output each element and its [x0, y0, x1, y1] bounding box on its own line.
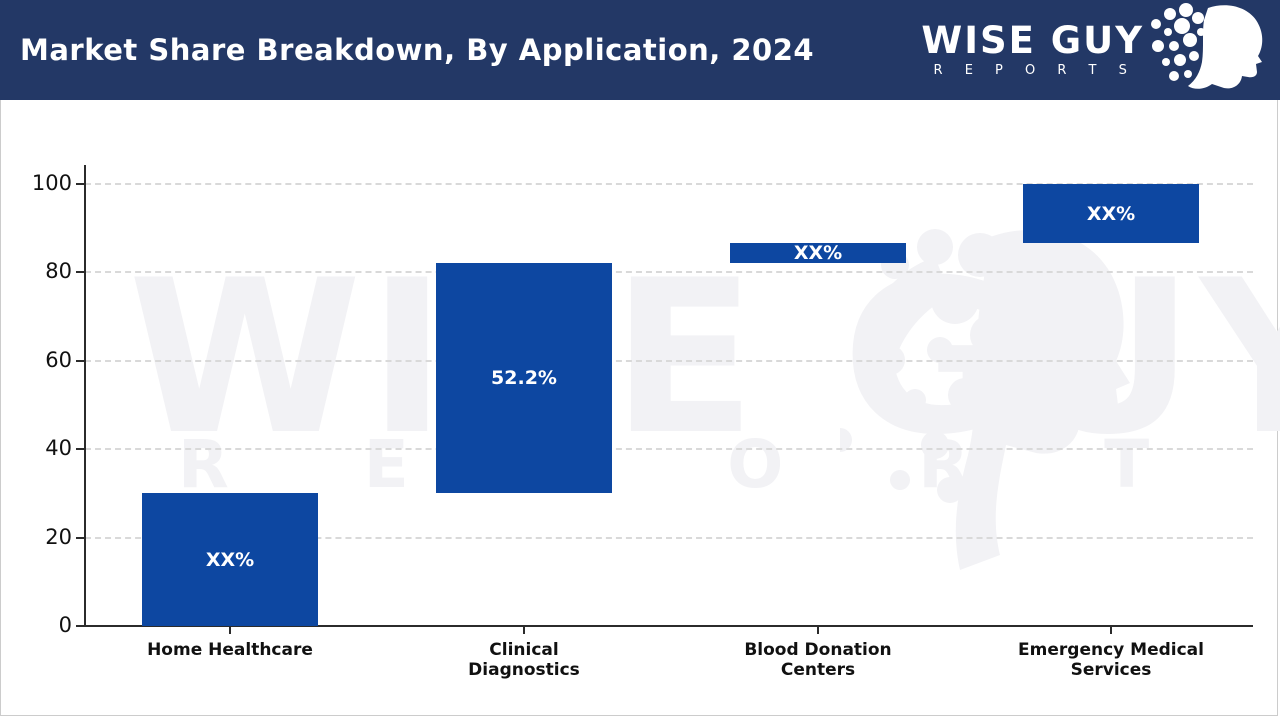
y-tick-mark: [76, 271, 84, 274]
y-tick-mark: [76, 183, 84, 185]
gridline: [85, 183, 1253, 185]
y-tick-mark: [76, 448, 84, 451]
x-axis: [84, 625, 1253, 627]
bar-value-label: XX%: [1086, 202, 1136, 225]
y-tick-label: 40: [45, 436, 72, 461]
header-bar: Market Share Breakdown, By Application, …: [0, 0, 1280, 100]
x-category-label: Blood Donation Centers: [744, 640, 892, 680]
y-tick-mark: [76, 536, 84, 539]
y-axis: [84, 165, 86, 627]
x-category-label: Emergency Medical Services: [1018, 640, 1204, 680]
x-tick-mark: [229, 627, 231, 634]
brand-head-icon: [1146, 2, 1266, 98]
waterfall-bar: XX%: [142, 493, 318, 626]
y-tick-label: 0: [58, 613, 72, 637]
bar-value-label: XX%: [205, 548, 255, 571]
bar-value-label: 52.2%: [491, 367, 557, 390]
waterfall-bar: 52.2%: [436, 262, 612, 494]
gridline: [85, 536, 1253, 539]
waterfall-bar: XX%: [1023, 184, 1199, 244]
brand-name: WISE GUY: [921, 19, 1144, 62]
x-category-label: Home Healthcare: [147, 640, 313, 660]
y-tick-label: 80: [45, 259, 72, 284]
y-tick-label: 100: [31, 171, 72, 195]
waterfall-bar: XX%: [730, 241, 906, 264]
x-tick-mark: [1110, 627, 1112, 634]
x-tick-mark: [817, 627, 819, 634]
x-tick-mark: [523, 627, 525, 634]
brand-logo: WISE GUY R E P O R T S: [921, 2, 1280, 98]
page-title: Market Share Breakdown, By Application, …: [20, 33, 815, 67]
x-category-label: Clinical Diagnostics: [468, 640, 580, 680]
y-tick-label: 60: [45, 347, 72, 372]
bar-value-label: XX%: [793, 241, 843, 264]
gridline: [85, 271, 1253, 274]
y-tick-label: 20: [45, 524, 72, 549]
y-tick-mark: [76, 625, 84, 627]
brand-tagline: R E P O R T S: [933, 63, 1136, 78]
gridline: [85, 448, 1253, 451]
gridline: [85, 359, 1253, 362]
brand-text: WISE GUY R E P O R T S: [921, 22, 1144, 78]
watermark-tagline: R E P O R T S: [178, 426, 1280, 503]
y-tick-mark: [76, 359, 84, 362]
